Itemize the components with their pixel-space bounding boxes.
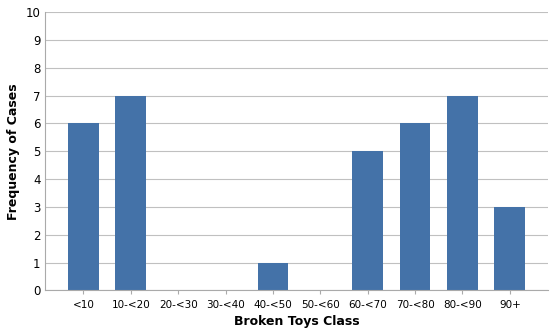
- Bar: [115, 95, 147, 290]
- Bar: [68, 123, 99, 290]
- Bar: [447, 95, 478, 290]
- X-axis label: Broken Toys Class: Broken Toys Class: [234, 315, 360, 328]
- Bar: [400, 123, 431, 290]
- Bar: [352, 151, 383, 290]
- Bar: [495, 207, 525, 290]
- Y-axis label: Frequency of Cases: Frequency of Cases: [7, 83, 20, 219]
- Bar: [258, 263, 289, 290]
